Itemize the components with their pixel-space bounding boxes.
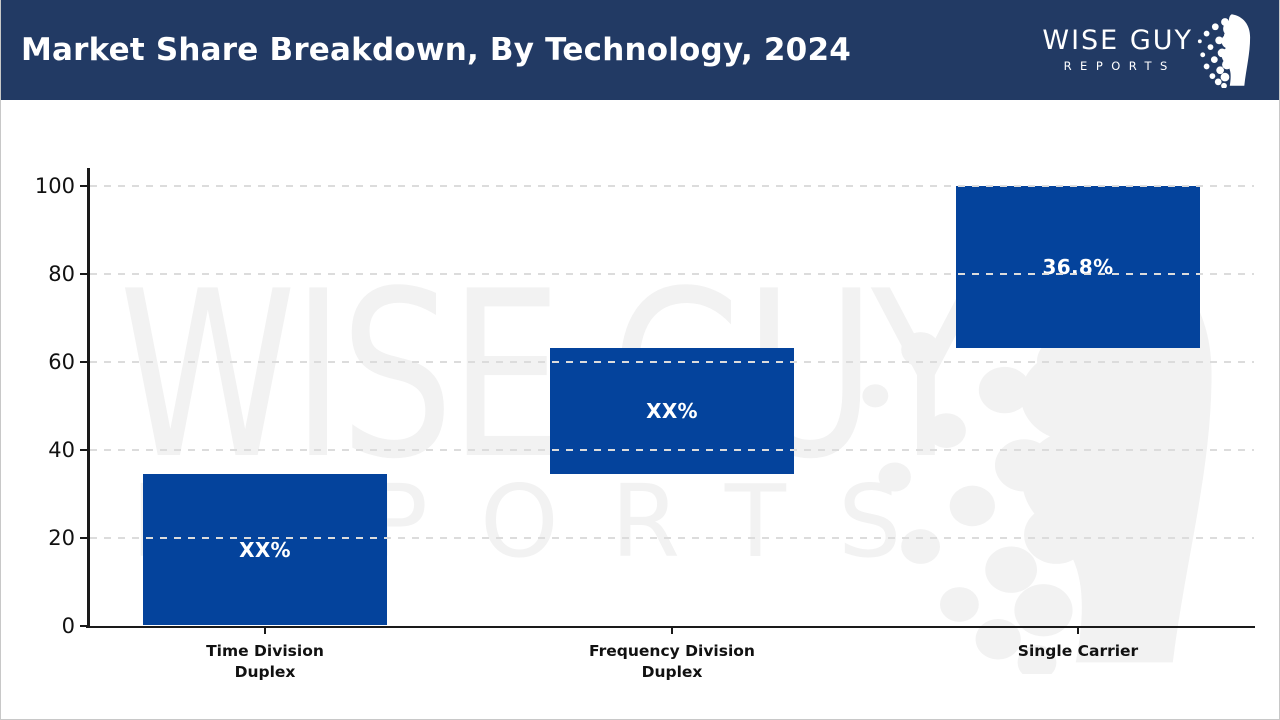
grid-line bbox=[90, 536, 1254, 539]
brand-face-icon bbox=[1197, 14, 1251, 88]
bar: XX% bbox=[143, 474, 387, 626]
y-axis-line bbox=[87, 168, 90, 627]
bar: XX% bbox=[550, 347, 794, 475]
header: Market Share Breakdown, By Technology, 2… bbox=[1, 0, 1279, 100]
x-axis-category-label: Single Carrier bbox=[918, 641, 1238, 662]
y-tick-mark bbox=[80, 360, 87, 363]
grid-line bbox=[90, 272, 1254, 275]
x-axis-category-line: Duplex bbox=[641, 663, 703, 681]
x-axis-category-line: Frequency Division bbox=[589, 642, 755, 660]
y-tick-label: 40 bbox=[48, 437, 75, 462]
y-tick-label: 20 bbox=[48, 525, 75, 550]
page-title: Market Share Breakdown, By Technology, 2… bbox=[21, 32, 851, 68]
brand-tagline: REPORTS bbox=[1063, 59, 1176, 73]
bar-value-label: XX% bbox=[646, 399, 698, 424]
x-tick-mark bbox=[1077, 628, 1079, 634]
x-axis-category-line: Single Carrier bbox=[1017, 642, 1139, 660]
x-axis-line bbox=[86, 625, 1255, 628]
brand-name: WISE GUY bbox=[1042, 25, 1193, 56]
y-tick-mark bbox=[80, 448, 87, 451]
bar: 36.8% bbox=[956, 186, 1200, 348]
x-axis-category-line: Duplex bbox=[234, 663, 296, 681]
x-axis-category-label: Time Division Duplex bbox=[105, 641, 425, 683]
bar-value-label: 36.8% bbox=[1042, 254, 1114, 279]
x-tick-mark bbox=[264, 628, 266, 634]
y-tick-label: 0 bbox=[61, 613, 75, 638]
brand-text: WISE GUY REPORTS bbox=[1042, 27, 1193, 73]
x-tick-mark bbox=[671, 628, 673, 634]
grid-line bbox=[90, 185, 1254, 187]
y-tick-mark bbox=[80, 624, 87, 627]
y-tick-mark bbox=[80, 536, 87, 539]
y-tick-label: 60 bbox=[48, 349, 75, 374]
x-axis-category-label: Frequency Division Duplex bbox=[512, 641, 832, 683]
x-axis-category-line: Time Division bbox=[206, 642, 324, 660]
bar-value-label: XX% bbox=[239, 537, 291, 562]
brand-logo: WISE GUY REPORTS bbox=[1042, 12, 1253, 88]
y-tick-label: 80 bbox=[48, 261, 75, 286]
grid-line bbox=[90, 448, 1254, 451]
y-tick-mark bbox=[80, 272, 87, 275]
y-tick-label: 100 bbox=[34, 174, 75, 198]
y-tick-mark bbox=[80, 185, 87, 187]
grid-line bbox=[90, 360, 1254, 363]
